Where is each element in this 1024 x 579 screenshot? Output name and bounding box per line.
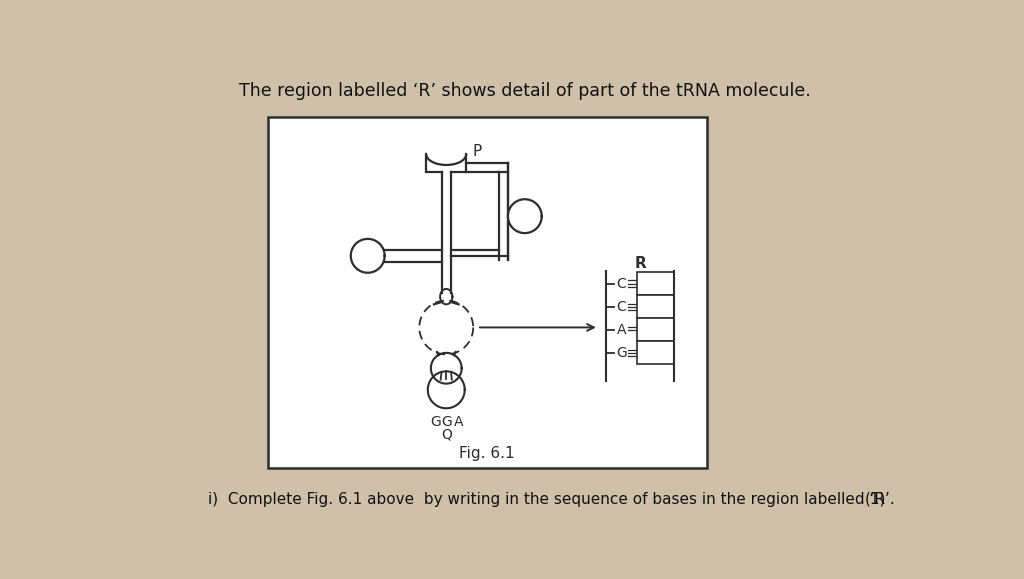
Text: G: G — [441, 415, 453, 429]
Text: G: G — [430, 415, 441, 429]
Text: C: C — [616, 277, 627, 291]
Bar — [637, 341, 674, 364]
Polygon shape — [351, 239, 385, 273]
Bar — [637, 295, 674, 318]
Text: C: C — [616, 300, 627, 314]
Text: A: A — [454, 415, 463, 429]
Text: Fig. 6.1: Fig. 6.1 — [459, 446, 515, 461]
Bar — [637, 318, 674, 341]
Polygon shape — [428, 371, 465, 408]
Bar — [267, 117, 707, 468]
Polygon shape — [431, 353, 462, 384]
Polygon shape — [440, 289, 453, 305]
Polygon shape — [508, 199, 542, 233]
Bar — [637, 272, 674, 295]
Text: (1): (1) — [865, 492, 887, 507]
Text: G: G — [616, 346, 627, 360]
Text: The region labelled ‘R’ shows detail of part of the tRNA molecule.: The region labelled ‘R’ shows detail of … — [239, 82, 811, 100]
Text: Q: Q — [441, 427, 453, 441]
Text: i)  Complete Fig. 6.1 above  by writing in the sequence of bases in the region l: i) Complete Fig. 6.1 above by writing in… — [208, 492, 894, 507]
Text: R: R — [635, 256, 646, 271]
Text: P: P — [472, 144, 481, 159]
Text: A: A — [616, 323, 626, 337]
